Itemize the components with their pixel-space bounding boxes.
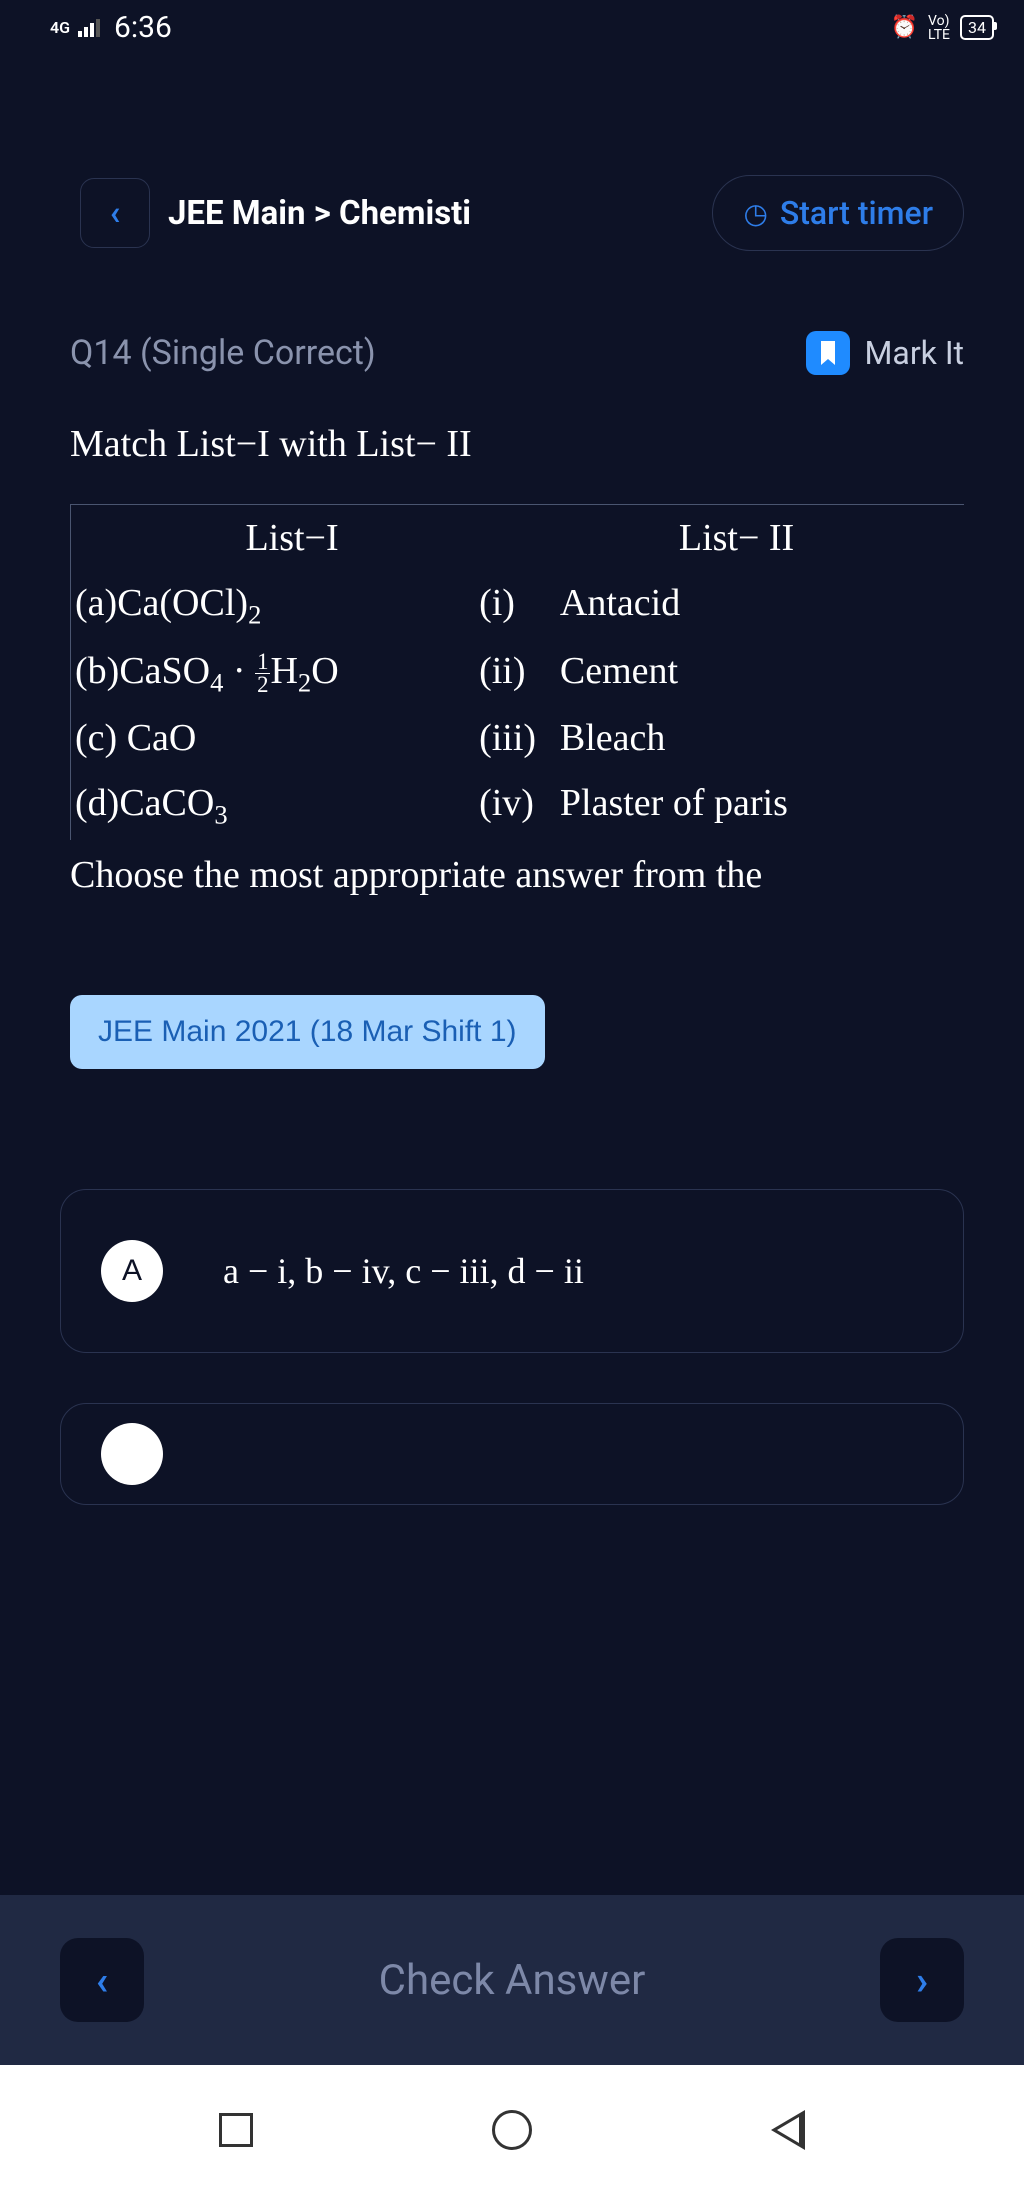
alarm-icon: ⏰: [891, 15, 918, 40]
chevron-left-icon: ‹: [96, 1957, 108, 2004]
mark-label: Mark It: [864, 334, 964, 372]
clock-icon: ◷: [743, 197, 767, 230]
option-text: a − i, b − iv, c − iii, d − ii: [223, 1250, 584, 1292]
chevron-right-icon: ›: [916, 1957, 928, 2004]
signal-bars-icon: [78, 19, 100, 37]
table-row: Antacid: [560, 574, 964, 636]
option-b[interactable]: [60, 1403, 964, 1505]
table-row: (iv): [479, 774, 560, 836]
table-row: (b)CaSO4 · 12H2O: [75, 642, 479, 704]
recent-apps-icon[interactable]: [219, 2113, 253, 2147]
table-row: (c) CaO: [75, 709, 479, 768]
back-button[interactable]: ‹: [80, 178, 150, 248]
status-right: ⏰ Vo) LTE 34: [891, 14, 994, 42]
match-table: List−I List− II (a)Ca(OCl)2 (i) Antacid …: [70, 504, 964, 840]
question-body: Match List−I with List− II List−I List− …: [0, 375, 1024, 905]
next-question-button[interactable]: ›: [880, 1938, 964, 2022]
timer-label: Start timer: [780, 194, 933, 232]
check-answer-button[interactable]: Check Answer: [379, 1956, 646, 2005]
table-row: (i): [479, 574, 560, 636]
option-letter: A: [101, 1240, 163, 1302]
home-icon[interactable]: [492, 2110, 532, 2150]
chevron-left-icon: ‹: [110, 193, 121, 233]
table-row: Cement: [560, 642, 964, 704]
back-icon[interactable]: [771, 2110, 805, 2150]
footer-bar: ‹ Check Answer ›: [0, 1895, 1024, 2065]
bookmark-icon: [806, 331, 850, 375]
question-meta: Q14 (Single Correct) Mark It: [0, 251, 1024, 375]
list2-header: List− II: [479, 509, 964, 568]
question-stem: Match List−I with List− II: [70, 415, 964, 474]
list1-header: List−I: [75, 509, 479, 568]
header: ‹ JEE Main > Chemisti ◷ Start timer: [0, 55, 1024, 251]
option-a[interactable]: A a − i, b − iv, c − iii, d − ii: [60, 1189, 964, 1353]
status-bar: 4G 6:36 ⏰ Vo) LTE 34: [0, 0, 1024, 55]
battery-icon: 34: [960, 15, 994, 40]
start-timer-button[interactable]: ◷ Start timer: [712, 175, 964, 251]
table-row: (iii): [479, 709, 560, 768]
exam-tag-chip[interactable]: JEE Main 2021 (18 Mar Shift 1): [70, 995, 545, 1069]
volte-icon: Vo) LTE: [928, 14, 950, 42]
table-row: (ii): [479, 642, 560, 704]
network-type: 4G: [50, 18, 70, 37]
table-row: (a)Ca(OCl)2: [75, 574, 479, 636]
status-left: 4G 6:36: [50, 10, 172, 45]
table-row: Plaster of paris: [560, 774, 964, 836]
system-nav-bar: [0, 2065, 1024, 2195]
mark-it-button[interactable]: Mark It: [806, 331, 964, 375]
clock-time: 6:36: [114, 10, 172, 45]
table-row: (d)CaCO3: [75, 774, 479, 836]
table-row: Bleach: [560, 709, 964, 768]
question-number: Q14 (Single Correct): [70, 333, 376, 373]
question-after: Choose the most appropriate answer from …: [70, 846, 964, 905]
breadcrumb[interactable]: JEE Main > Chemisti: [168, 194, 694, 233]
option-letter: [101, 1423, 163, 1485]
prev-question-button[interactable]: ‹: [60, 1938, 144, 2022]
